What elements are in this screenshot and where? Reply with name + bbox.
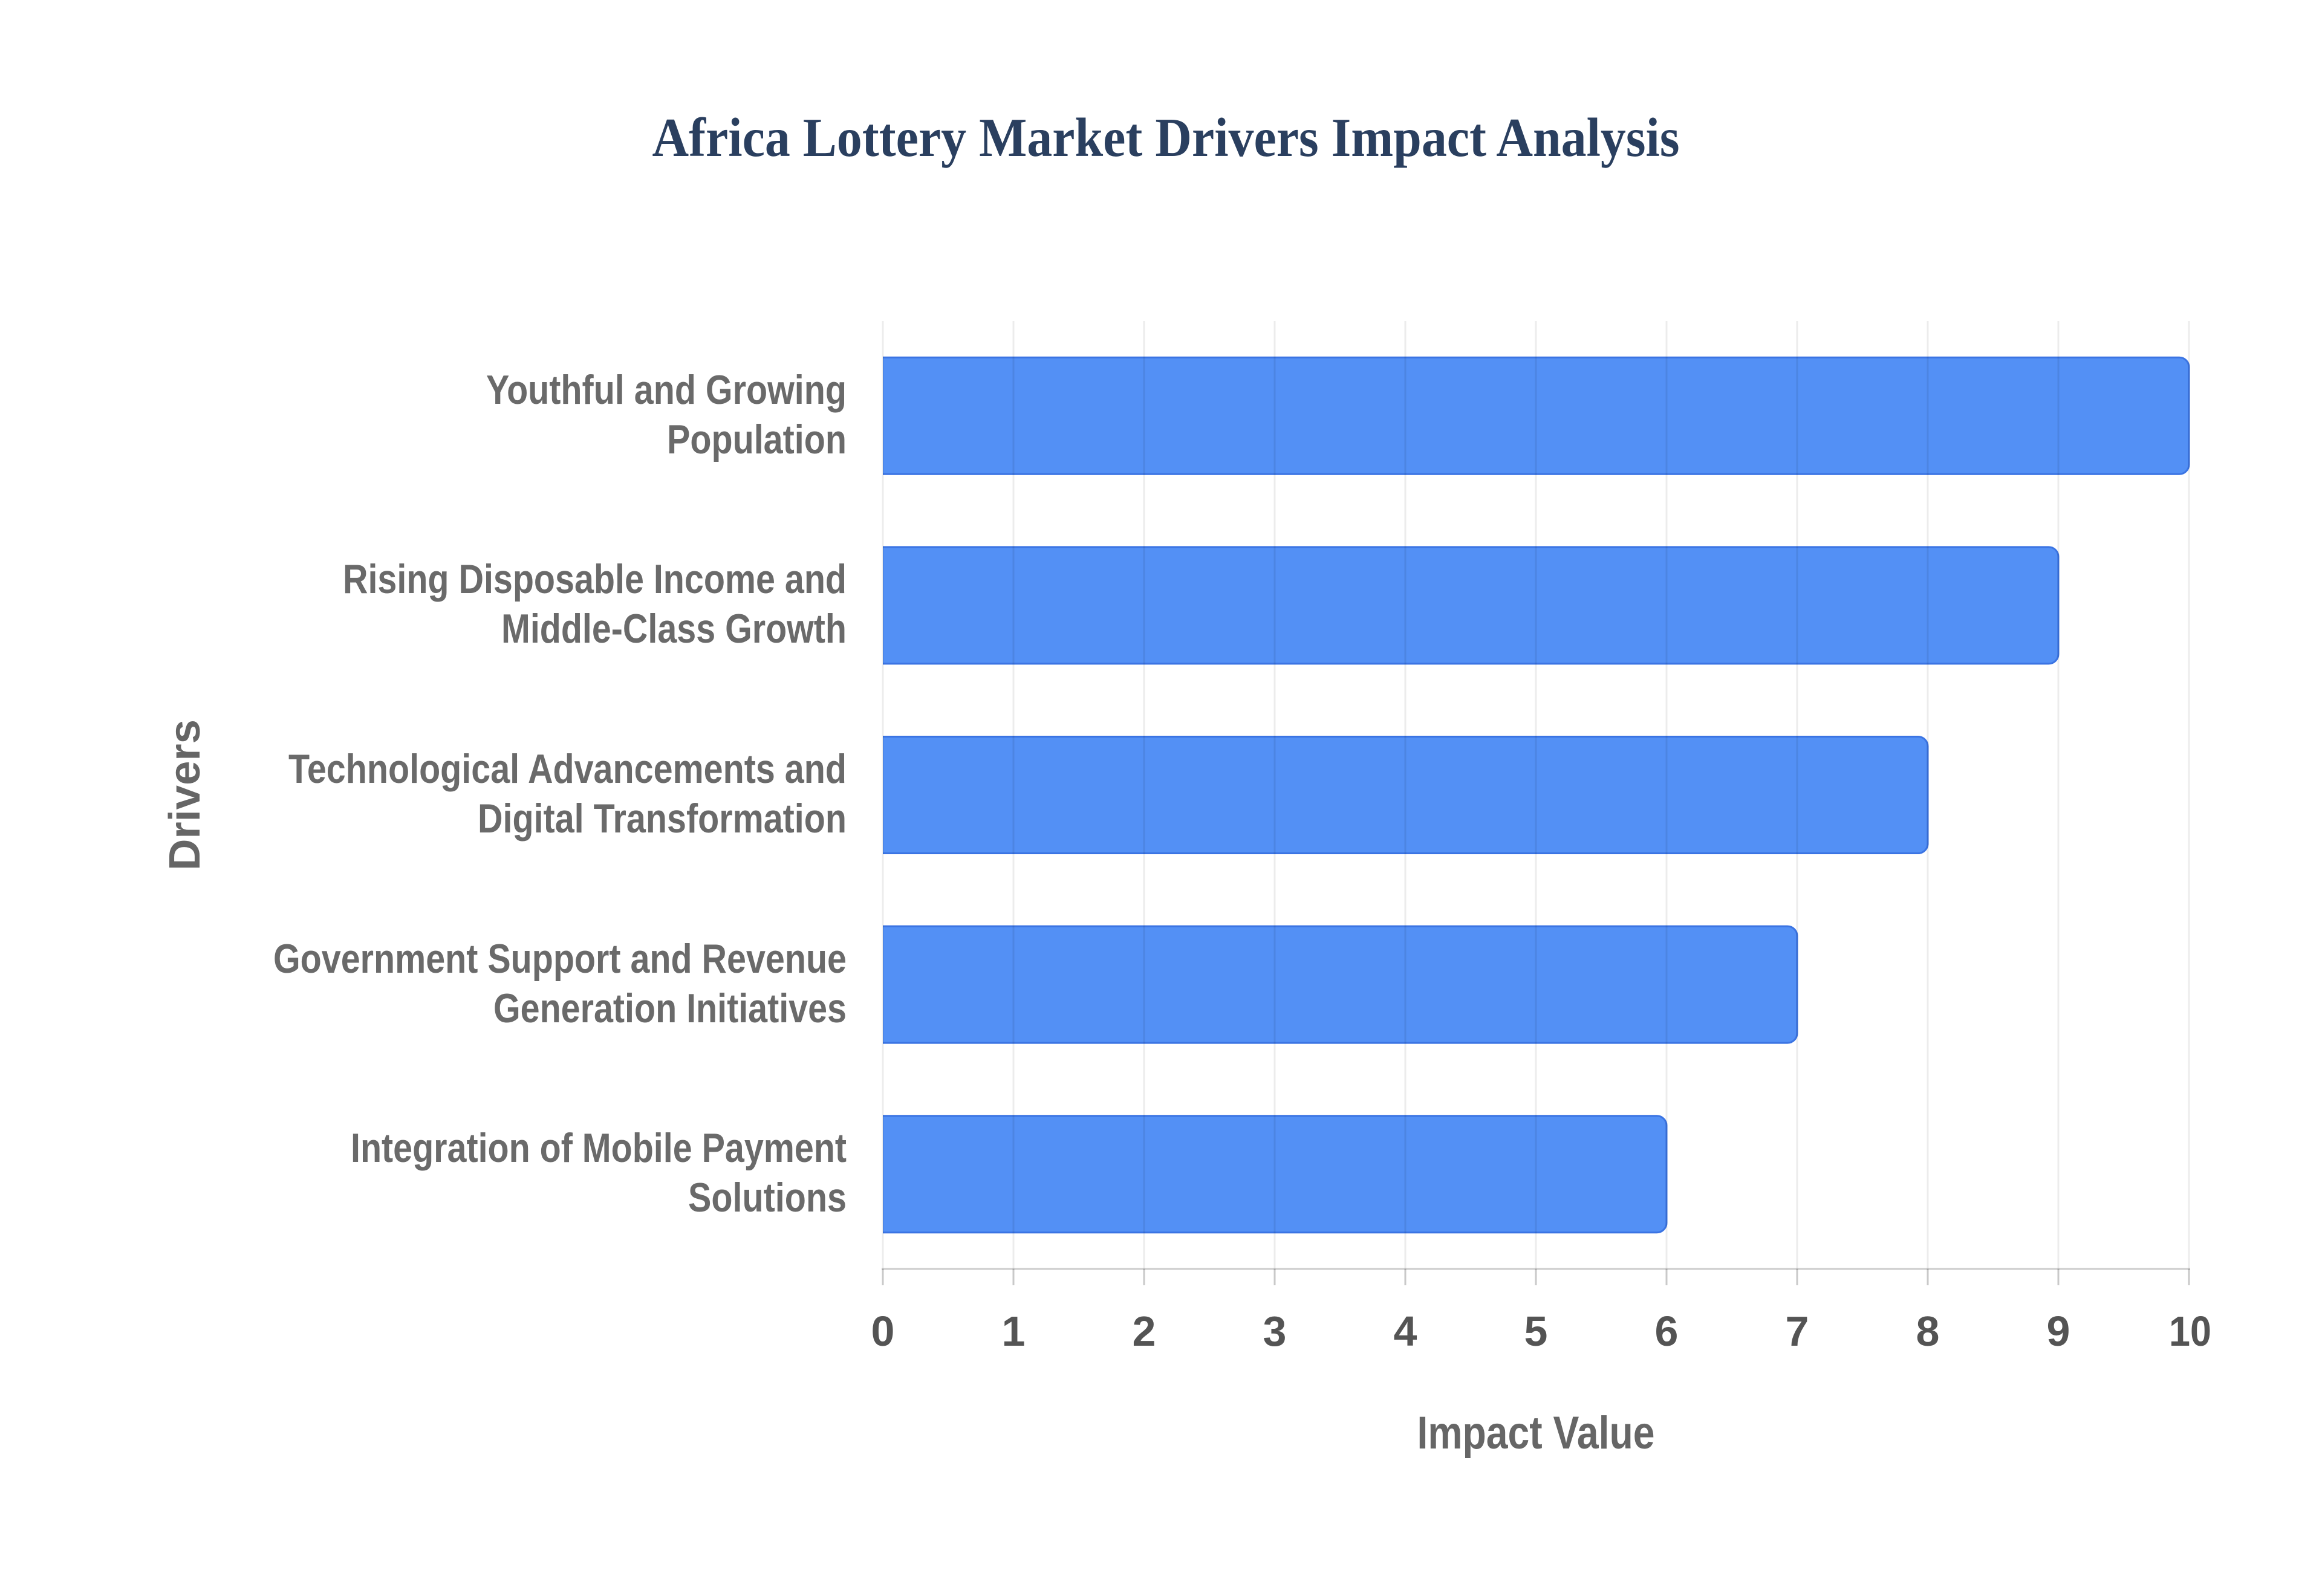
svg-text:Africa Lottery Market Drivers: Africa Lottery Market Drivers Impact Ana…	[652, 107, 1680, 168]
svg-text:3: 3	[1263, 1308, 1287, 1355]
svg-text:2: 2	[1133, 1308, 1156, 1355]
svg-text:Population: Population	[667, 417, 847, 462]
svg-text:9: 9	[2047, 1308, 2070, 1355]
svg-text:1: 1	[1002, 1308, 1026, 1355]
svg-text:Integration of Mobile Payment: Integration of Mobile Payment	[351, 1125, 847, 1171]
svg-text:6: 6	[1655, 1308, 1679, 1355]
svg-text:10: 10	[2169, 1308, 2211, 1355]
svg-text:Drivers: Drivers	[161, 719, 209, 871]
svg-text:Technological Advancements and: Technological Advancements and	[288, 746, 847, 792]
svg-text:Impact Value: Impact Value	[1417, 1407, 1655, 1459]
svg-text:Digital Transformation: Digital Transformation	[478, 796, 847, 842]
svg-text:8: 8	[1916, 1308, 1940, 1355]
svg-text:Youthful and Growing: Youthful and Growing	[486, 367, 847, 413]
svg-text:Middle-Class Growth: Middle-Class Growth	[501, 606, 847, 652]
svg-text:Generation Initiatives: Generation Initiatives	[493, 985, 847, 1031]
svg-text:Rising Disposable Income and: Rising Disposable Income and	[343, 556, 847, 602]
svg-text:7: 7	[1786, 1308, 1809, 1355]
svg-text:4: 4	[1394, 1308, 1417, 1355]
svg-text:0: 0	[871, 1308, 895, 1355]
svg-text:5: 5	[1524, 1308, 1548, 1355]
svg-text:Solutions: Solutions	[688, 1175, 847, 1221]
svg-text:Government Support and Revenue: Government Support and Revenue	[273, 936, 847, 982]
